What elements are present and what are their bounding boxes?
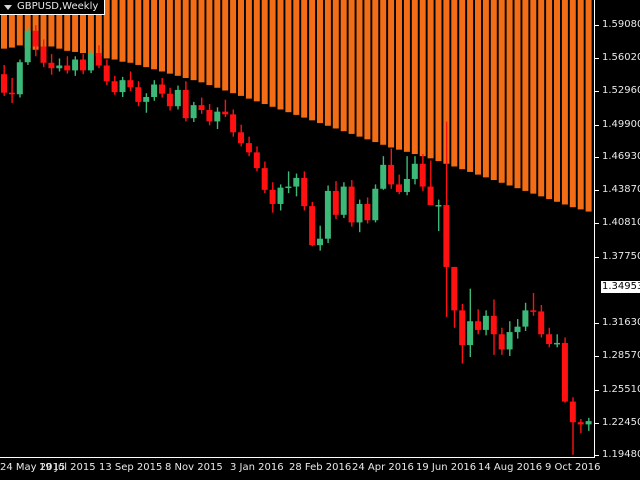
candlesticks [1,25,592,455]
price-axis-label: 1.31630 [602,317,640,328]
indicator-bars [1,0,592,212]
time-axis-label: 28 Feb 2016 [289,462,352,473]
chart-title-bar[interactable]: GBPUSD,Weekly [0,0,106,15]
price-tick [595,125,599,126]
time-axis-label: 13 Sep 2015 [99,462,163,473]
time-axis-label: 19 Jul 2015 [39,462,96,473]
price-tick [595,223,599,224]
price-tick [595,257,599,258]
time-axis[interactable]: 24 May 2015 19 Jul 2015 13 Sep 2015 8 Nov 2… [0,458,640,480]
price-axis-label: 1.37750 [602,251,640,262]
current-price-label: 1.34953 [601,281,640,293]
time-axis-label: 14 Aug 2016 [478,462,543,473]
chart-symbol-label: GBPUSD,Weekly [17,1,99,12]
price-tick [595,190,599,191]
chart-plot-area[interactable] [0,0,594,457]
time-axis-label: 24 May 2015 [0,462,66,473]
price-axis-label: 1.59080 [602,19,640,30]
price-axis-label: 1.19480 [602,449,640,460]
price-axis-line [594,0,595,458]
time-axis-label: 19 Jun 2016 [416,462,477,473]
price-tick [595,455,599,456]
price-tick [595,390,599,391]
price-axis-label: 1.22450 [602,417,640,428]
price-axis-label: 1.49900 [602,119,640,130]
price-chart-svg [1,0,592,455]
price-axis-label: 1.52960 [602,85,640,96]
price-axis-label: 1.46930 [602,151,640,162]
time-axis-line [0,457,595,458]
time-axis-label: 8 Nov 2015 [165,462,223,473]
price-axis-label: 1.43870 [602,184,640,195]
price-tick [595,91,599,92]
time-axis-label: 24 Apr 2016 [352,462,414,473]
chevron-down-icon[interactable] [4,4,12,10]
price-tick [595,58,599,59]
price-tick [595,157,599,158]
price-tick [595,25,599,26]
price-tick [595,356,599,357]
time-axis-label: 3 Jan 2016 [230,462,284,473]
price-axis-label: 1.28570 [602,350,640,361]
time-axis-label: 9 Oct 2016 [545,462,601,473]
price-axis-label: 1.25510 [602,384,640,395]
price-axis-label: 1.56020 [602,52,640,63]
price-tick [595,423,599,424]
price-tick [595,323,599,324]
price-axis-label: 1.40810 [602,217,640,228]
price-axis[interactable]: 1.59080 1.56020 1.52960 1.49900 1.46930 1.438… [595,0,640,460]
